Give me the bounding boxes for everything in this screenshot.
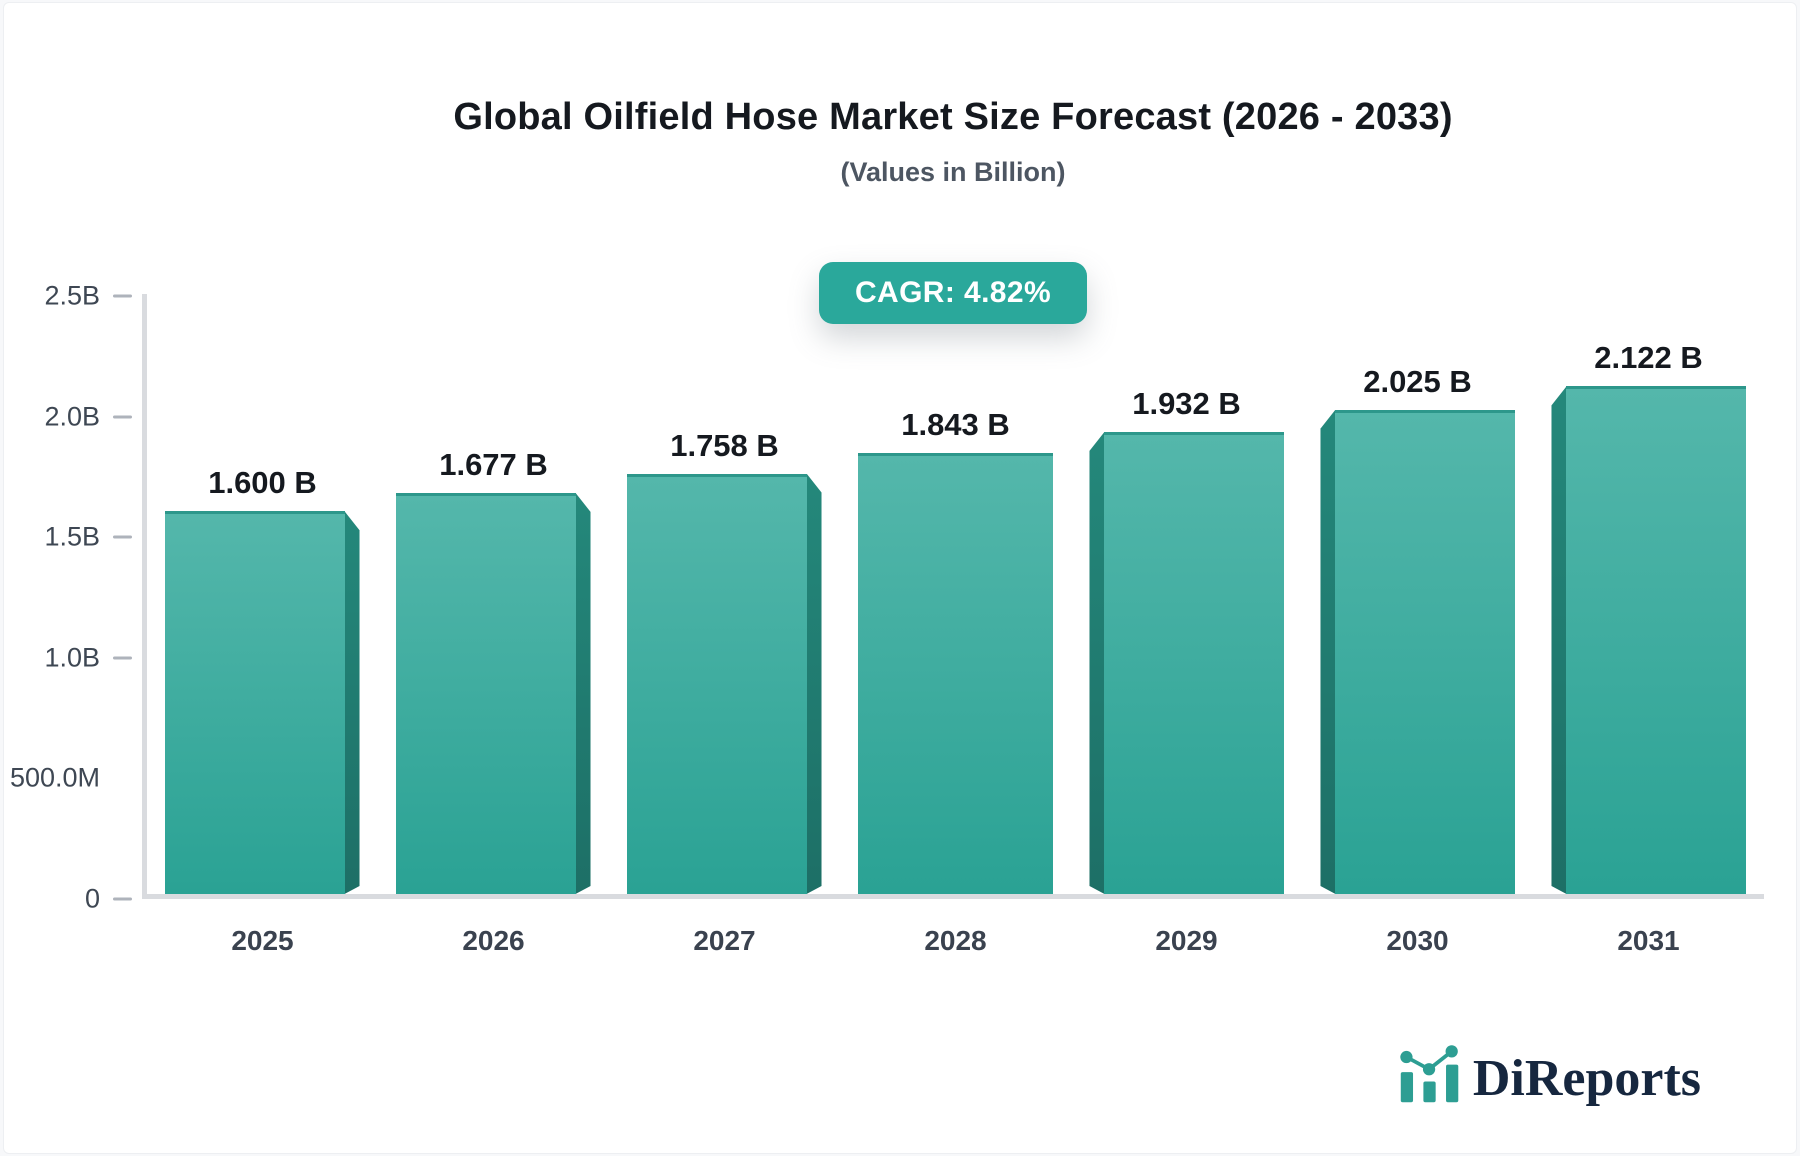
chart-subtitle: (Values in Billion): [840, 157, 1066, 187]
bar-value-label: 2.122 B: [1594, 340, 1703, 376]
logo: DiReports: [1397, 1043, 1701, 1105]
bar-front-face: [1104, 431, 1284, 894]
bar-2029: 1.932 B: [1089, 386, 1284, 894]
y-axis-line: [142, 294, 147, 899]
bar-side-face: [807, 474, 822, 895]
y-tick-1.0B: 1.0B: [44, 642, 132, 673]
bar-side-face: [1551, 386, 1566, 894]
x-axis-label-2027: 2027: [693, 925, 756, 956]
logo-text: DiReports: [1472, 1050, 1701, 1107]
bars-container: 1.600 B 1.677 B 1.758 B 1.843 B 1.932 B 2.025…: [147, 296, 1764, 894]
bar-value-label: 1.600 B: [208, 465, 317, 501]
x-axis-label-2028: 2028: [924, 925, 987, 956]
bar-side-face: [1089, 432, 1104, 894]
bar-front-face: [1335, 409, 1515, 894]
bar-front-face: [165, 511, 345, 894]
y-tick-2.5B: 2.5B: [44, 281, 132, 312]
bar-value-label: 1.677 B: [439, 446, 548, 482]
bar-value-label: 1.843 B: [901, 407, 1010, 443]
tick-dash: [113, 415, 132, 419]
bar-front-face: [858, 453, 1053, 894]
bar-value-label: 1.932 B: [1132, 385, 1241, 421]
bar-side-face: [576, 493, 591, 894]
chart-title: Global Oilfield Hose Market Size Forecas…: [453, 96, 1453, 138]
bar-column-2028: 1.843 B: [840, 296, 1071, 894]
chart-card: Global Oilfield Hose Market Size Forecas…: [3, 2, 1797, 1154]
y-tick-label: 500.0M: [9, 762, 100, 793]
bar-column-2029: 1.932 B: [1071, 296, 1302, 894]
y-axis-labels: 2.5B 2.0B 1.5B 1.0B 500.0M 0: [4, 281, 137, 914]
bar-front-face: [1566, 386, 1746, 894]
y-tick-2.0B: 2.0B: [44, 401, 132, 432]
x-axis-label-2030: 2030: [1386, 925, 1449, 956]
bar-2028: 1.843 B: [858, 407, 1053, 894]
bar-2027: 1.758 B: [627, 428, 822, 895]
bar-value-label: 1.758 B: [670, 427, 779, 463]
x-axis-labels: 2025 2026 2027 2028 2029 2030 2031: [147, 925, 1764, 957]
bar-front-face: [627, 473, 807, 894]
bar-chart-logo-icon: [1400, 1045, 1459, 1103]
bar-column-2026: 1.677 B: [378, 296, 609, 894]
y-tick-label: 1.0B: [44, 642, 100, 673]
y-tick-label: 2.5B: [44, 280, 100, 311]
tick-dash: [113, 535, 132, 539]
bar-2030: 2.025 B: [1320, 364, 1515, 894]
bar-value-label: 2.025 B: [1363, 363, 1472, 399]
bar-front-face: [396, 492, 576, 894]
x-axis-baseline: [142, 894, 1764, 899]
y-tick-label: 0: [84, 883, 100, 914]
tick-dash: [113, 897, 132, 901]
tick-dash: [113, 294, 132, 298]
bar-2031: 2.122 B: [1551, 340, 1746, 894]
y-tick-label: 2.0B: [44, 401, 100, 432]
x-axis-label-2026: 2026: [462, 925, 525, 956]
chart-header: Global Oilfield Hose Market Size Forecas…: [142, 3, 1764, 324]
bar-2025: 1.600 B: [165, 465, 360, 894]
x-axis-label-2031: 2031: [1617, 925, 1680, 956]
y-tick-label: 1.5B: [44, 521, 100, 552]
bar-column-2031: 2.122 B: [1533, 296, 1764, 894]
x-axis-label-2029: 2029: [1155, 925, 1218, 956]
plot-area: 1.600 B 1.677 B 1.758 B 1.843 B 1.932 B 2.025…: [142, 294, 1764, 899]
bar-side-face: [345, 511, 360, 894]
bar-column-2025: 1.600 B: [147, 296, 378, 894]
bar-2026: 1.677 B: [396, 447, 591, 894]
bar-column-2027: 1.758 B: [609, 296, 840, 894]
y-tick-1.5B: 1.5B: [44, 522, 132, 553]
x-axis-label-2025: 2025: [231, 925, 294, 956]
bar-side-face: [1320, 410, 1335, 894]
bar-column-2030: 2.025 B: [1302, 296, 1533, 894]
y-tick-500.0M: 500.0M: [10, 763, 132, 794]
cagr-badge: CAGR: 4.82%: [818, 262, 1088, 324]
y-tick-0: 0: [85, 884, 132, 915]
tick-dash: [113, 656, 132, 660]
